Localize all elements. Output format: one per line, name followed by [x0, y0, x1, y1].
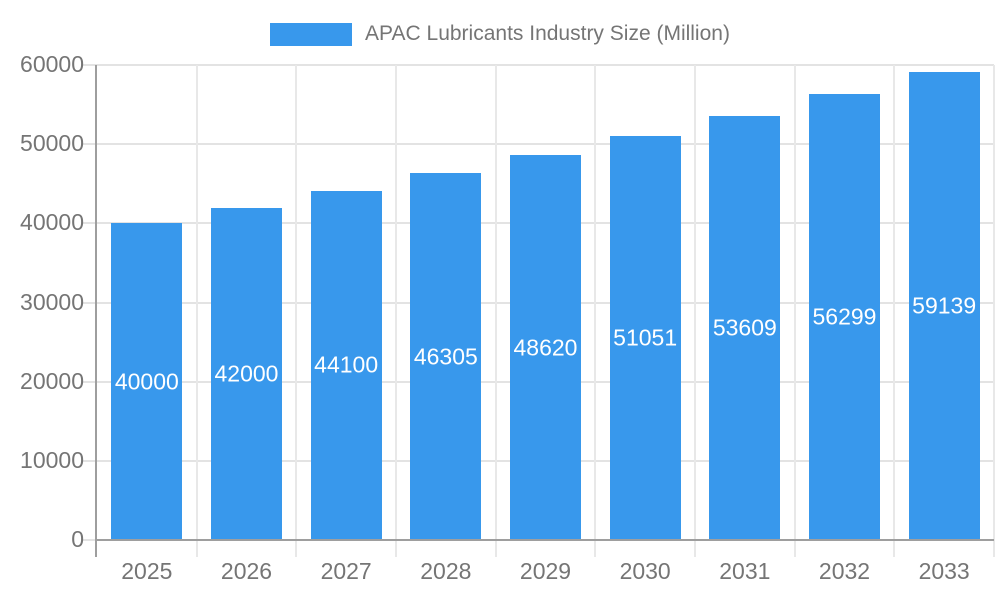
x-axis-label: 2030: [619, 558, 671, 584]
bar-value-label: 51051: [613, 324, 678, 351]
category-boundary-line: [195, 65, 198, 557]
category-boundary-line: [494, 65, 497, 557]
bar-2030[interactable]: 51051: [609, 135, 681, 540]
bar-value-label: 42000: [214, 360, 279, 387]
bar-value-label: 46305: [413, 343, 478, 370]
bar-2031[interactable]: 53609: [709, 115, 781, 540]
bar-2033[interactable]: 59139: [908, 71, 980, 540]
x-axis-label: 2032: [818, 558, 871, 584]
bar-2028[interactable]: 46305: [410, 173, 482, 540]
bar-value-label: 44100: [314, 351, 379, 378]
y-gridline: [97, 64, 994, 66]
y-axis-tick: [82, 143, 97, 146]
y-axis-tick: [82, 301, 97, 304]
y-axis-tick: [82, 222, 97, 225]
bar-value-label: 59139: [912, 292, 977, 319]
legend-swatch-icon: [270, 22, 353, 46]
y-axis-tick: [82, 64, 97, 66]
y-axis-tick: [82, 539, 97, 541]
y-axis-label: 50000: [20, 130, 84, 157]
bar-2025[interactable]: 40000: [111, 223, 183, 540]
bar-value-label: 40000: [114, 368, 179, 395]
x-axis-label: 2025: [121, 558, 173, 584]
category-boundary-line: [893, 65, 896, 557]
x-axis-line: [95, 539, 994, 541]
chart-title: APAC Lubricants Industry Size (Million): [365, 22, 730, 45]
y-axis-label: 0: [71, 525, 84, 552]
x-axis-label: 2028: [420, 558, 472, 584]
y-axis-label: 10000: [20, 446, 84, 473]
y-axis-label: 30000: [20, 288, 84, 315]
bar-value-label: 56299: [812, 303, 877, 330]
x-axis-label: 2031: [719, 558, 771, 584]
x-axis-label: 2026: [220, 558, 273, 584]
legend: APAC Lubricants Industry Size (Million): [0, 20, 1000, 48]
legend-item[interactable]: APAC Lubricants Industry Size (Million): [270, 20, 730, 48]
bar-2029[interactable]: 48620: [510, 155, 581, 540]
category-boundary-line: [295, 65, 298, 557]
category-boundary-line: [594, 65, 597, 557]
category-boundary-line: [993, 65, 995, 557]
y-axis-line: [95, 65, 97, 557]
bar-value-label: 48620: [513, 334, 578, 361]
y-axis-label: 20000: [20, 367, 84, 394]
y-axis-tick: [82, 380, 97, 383]
y-axis-label: 40000: [20, 209, 84, 236]
bar-value-label: 53609: [712, 314, 777, 341]
y-axis-label: 60000: [20, 50, 84, 77]
bar-2032[interactable]: 56299: [809, 94, 880, 540]
bar-2027[interactable]: 44100: [310, 190, 382, 540]
bar-2026[interactable]: 42000: [211, 207, 282, 540]
category-boundary-line: [395, 65, 397, 557]
category-boundary-line: [793, 65, 796, 557]
x-axis-label: 2033: [918, 558, 970, 584]
x-axis-label: 2027: [320, 558, 372, 584]
x-axis-label: 2029: [519, 558, 572, 584]
category-boundary-line: [694, 65, 696, 557]
y-axis-tick: [82, 459, 97, 462]
y-gridline: [97, 143, 994, 146]
